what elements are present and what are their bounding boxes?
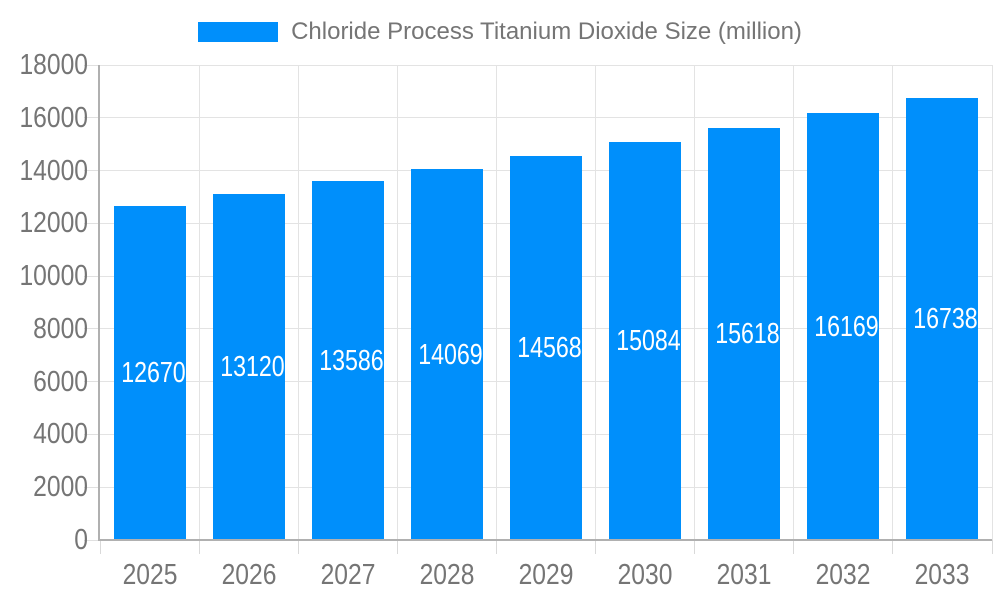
bar-2026[interactable]: 13120 [212, 194, 285, 540]
x-gridline [694, 65, 696, 540]
y-axis-label: 16000 [19, 101, 88, 134]
y-axis-tick [84, 64, 100, 66]
x-gridline [595, 65, 597, 540]
legend-label: Chloride Process Titanium Dioxide Size (… [291, 18, 802, 45]
y-axis-tick [84, 328, 100, 330]
y-axis-label: 4000 [33, 418, 88, 451]
legend-marker-icon [198, 22, 279, 42]
x-axis-label-2030: 2030 [617, 559, 673, 591]
x-axis-tick [991, 540, 993, 554]
y-axis-tick [84, 539, 100, 541]
y-axis-label: 2000 [33, 471, 88, 504]
x-axis-tick [297, 540, 299, 554]
bar-value-label: 14069 [418, 338, 483, 371]
x-gridline [198, 65, 200, 540]
x-axis-label-2033: 2033 [915, 559, 970, 591]
x-axis-tick [99, 540, 101, 554]
y-axis-label: 0 [74, 524, 88, 556]
bar-value-label: 15618 [715, 318, 780, 350]
x-gridline [495, 65, 497, 540]
bar-value-label: 14568 [517, 332, 582, 364]
bar-value-label: 16169 [814, 310, 880, 343]
x-axis-label-2026: 2026 [221, 559, 277, 591]
y-axis-tick [84, 117, 100, 119]
bar-value-label: 12670 [120, 357, 186, 389]
legend[interactable]: Chloride Process Titanium Dioxide Size (… [0, 16, 1000, 48]
y-axis-label: 18000 [19, 49, 88, 81]
x-axis-label-2025: 2025 [122, 559, 177, 591]
x-gridline [892, 65, 894, 540]
x-axis-tick [396, 540, 398, 554]
y-axis-tick [84, 486, 100, 488]
x-axis-tick [595, 540, 597, 554]
bar-2030[interactable]: 15084 [609, 142, 682, 540]
y-axis-tick [84, 381, 100, 383]
x-gridline [396, 65, 398, 540]
y-axis-line [98, 65, 100, 540]
bar-2028[interactable]: 14069 [410, 169, 483, 540]
x-axis-label-2027: 2027 [320, 559, 376, 591]
x-axis-tick [198, 540, 200, 554]
bar-value-label: 15084 [616, 325, 681, 357]
x-axis-tick [495, 540, 497, 554]
bar-2033[interactable]: 16738 [906, 98, 979, 540]
bar-value-label: 13586 [318, 344, 384, 377]
bar-2025[interactable]: 12670 [113, 206, 186, 540]
y-axis-label: 12000 [19, 207, 88, 240]
x-axis-label-2029: 2029 [518, 559, 574, 591]
y-gridline [100, 117, 992, 119]
y-axis-label: 10000 [19, 260, 88, 293]
x-axis-line [98, 539, 992, 541]
x-gridline [793, 65, 795, 540]
y-axis-tick [84, 433, 100, 435]
y-gridline [100, 64, 992, 66]
y-axis-tick [84, 170, 100, 172]
x-axis-tick [694, 540, 696, 554]
x-gridline [297, 65, 299, 540]
bar-2031[interactable]: 15618 [708, 128, 781, 540]
bar-2027[interactable]: 13586 [311, 181, 384, 540]
bar-value-label: 13120 [219, 351, 285, 383]
x-axis-tick [793, 540, 795, 554]
x-gridline [991, 65, 993, 540]
x-axis-label-2031: 2031 [716, 559, 772, 591]
x-axis-label-2032: 2032 [815, 559, 871, 591]
y-axis-tick [84, 275, 100, 277]
y-axis-label: 6000 [33, 365, 88, 398]
x-axis-label-2028: 2028 [419, 559, 475, 591]
bar-2032[interactable]: 16169 [807, 113, 880, 540]
bar-value-label: 16738 [913, 303, 979, 335]
bar-2029[interactable]: 14568 [510, 156, 582, 540]
y-axis-label: 14000 [19, 154, 88, 187]
y-axis-label: 8000 [33, 312, 88, 345]
y-axis-tick [84, 222, 100, 224]
x-axis-tick [892, 540, 894, 554]
